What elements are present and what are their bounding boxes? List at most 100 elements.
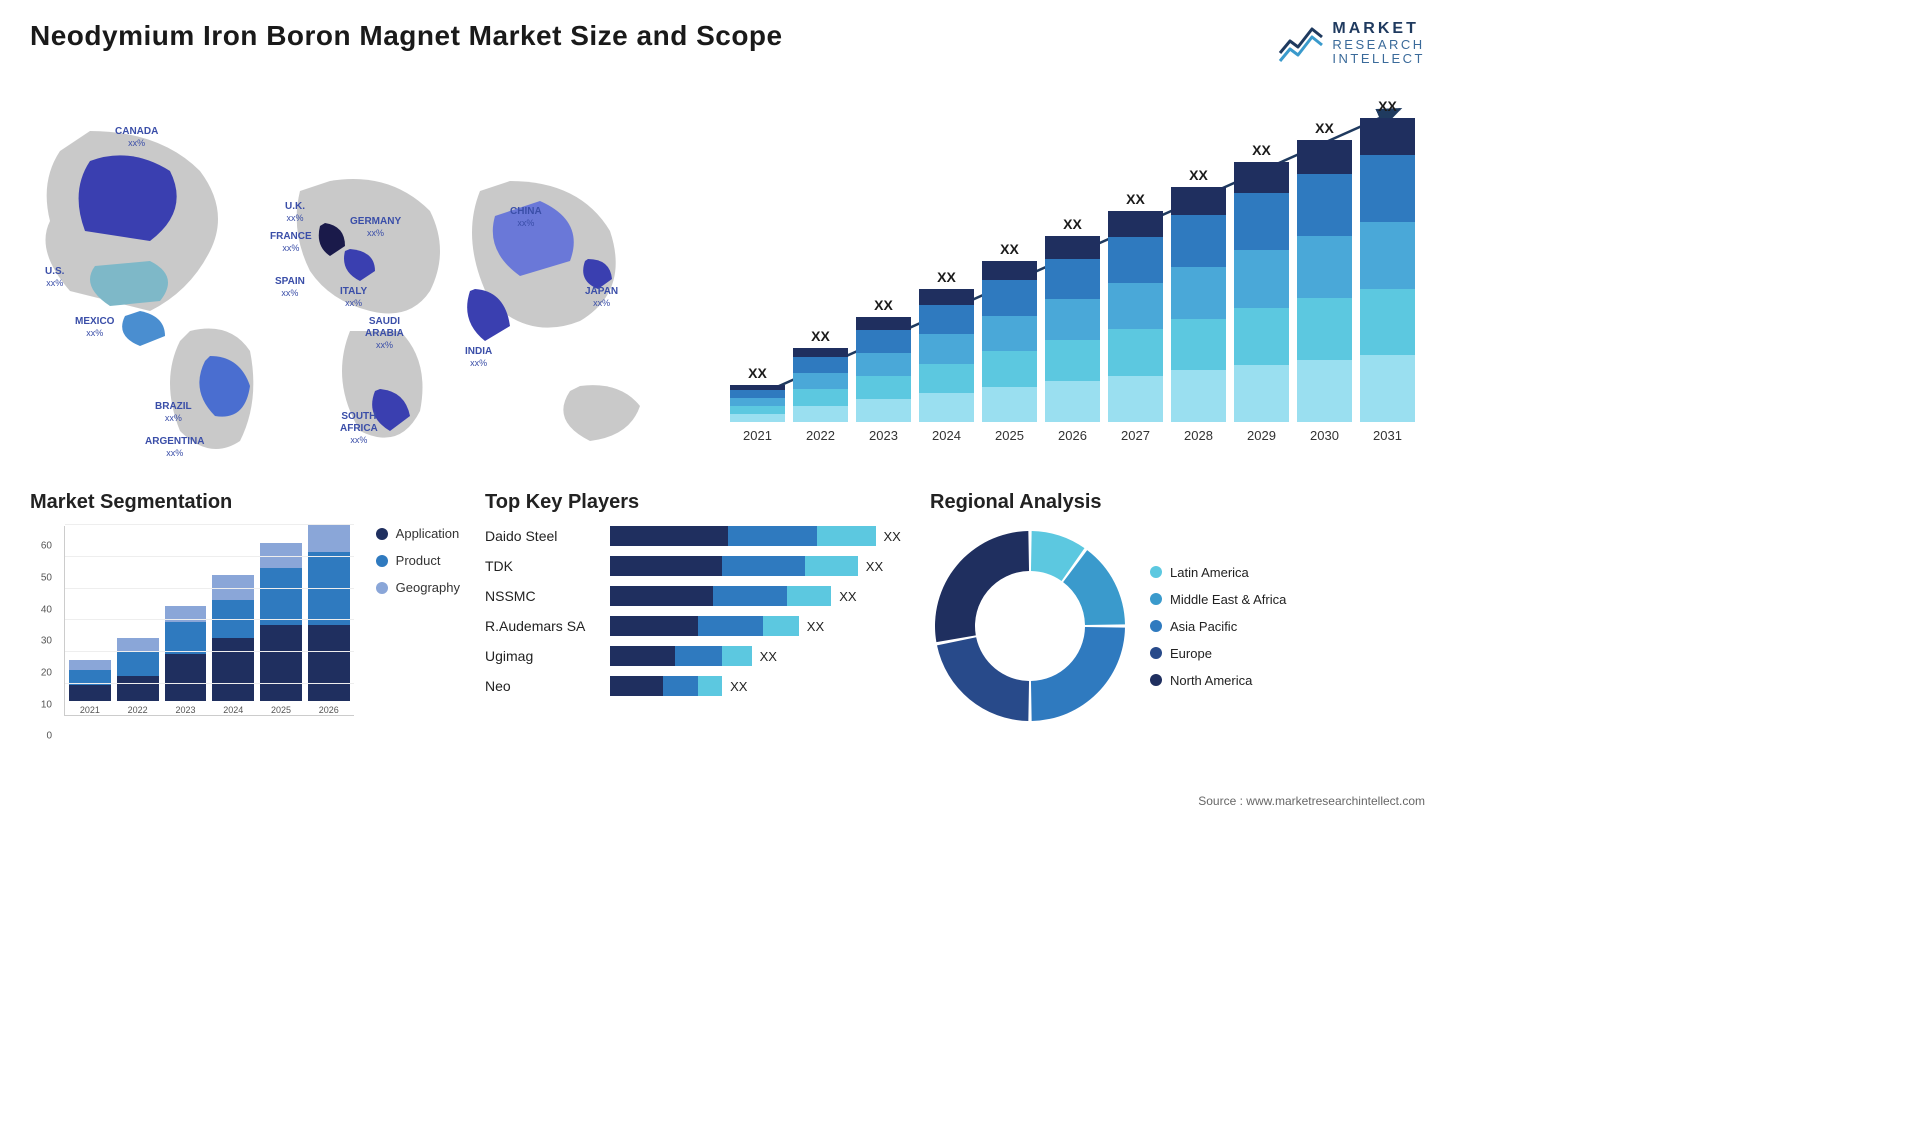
map-country-label: U.S.xx% [45, 266, 64, 290]
legend-label: Asia Pacific [1170, 619, 1237, 634]
forecast-bar-col: XX 2027 [1108, 191, 1163, 443]
player-row: Neo XX [485, 676, 905, 696]
regional-donut-chart [930, 526, 1130, 726]
player-value: XX [760, 649, 777, 664]
player-name: NSSMC [485, 588, 600, 604]
forecast-bar [1171, 187, 1226, 423]
segmentation-bar [308, 524, 350, 701]
legend-dot-icon [1150, 593, 1162, 605]
player-name: Daido Steel [485, 528, 600, 544]
forecast-bar-value: XX [937, 269, 956, 285]
forecast-bar [856, 317, 911, 422]
segmentation-bar-year: 2024 [223, 705, 243, 715]
forecast-bar-year: 2031 [1373, 428, 1402, 443]
legend-item: Application [376, 526, 460, 541]
forecast-bar-value: XX [1000, 241, 1019, 257]
forecast-bar-col: XX2030 [1297, 120, 1352, 443]
segmentation-title: Market Segmentation [30, 491, 460, 514]
player-bar [610, 586, 831, 606]
segmentation-bar-year: 2026 [319, 705, 339, 715]
map-country-label: GERMANYxx% [350, 216, 401, 240]
forecast-bar-year: 2024 [932, 428, 961, 443]
map-country-label: INDIAxx% [465, 346, 492, 370]
legend-dot-icon [376, 528, 388, 540]
forecast-bar-year: 2028 [1184, 428, 1213, 443]
segmentation-bar [117, 638, 159, 701]
forecast-bar-value: XX [1126, 191, 1145, 207]
map-country-label: JAPANxx% [585, 286, 618, 310]
forecast-bar-value: XX [1189, 167, 1208, 183]
map-country-label: SPAINxx% [275, 276, 305, 300]
forecast-bar-year: 2026 [1058, 428, 1087, 443]
forecast-bar-col: XX2022 [793, 328, 848, 443]
regional-legend: Latin America Middle East & Africa Asia Pa… [1150, 565, 1286, 688]
legend-label: Geography [396, 580, 460, 595]
forecast-bar [1234, 162, 1289, 422]
segmentation-bar-year: 2022 [128, 705, 148, 715]
forecast-bar-col: XX 2028 [1171, 167, 1226, 444]
map-country-label: SOUTHAFRICAxx% [340, 411, 378, 447]
legend-item: Product [376, 553, 460, 568]
forecast-bar-year: 2027 [1121, 428, 1150, 443]
segmentation-bar [165, 606, 207, 701]
forecast-bar-col: XX2025 [982, 241, 1037, 443]
legend-label: Europe [1170, 646, 1212, 661]
map-country-label: ITALYxx% [340, 286, 367, 310]
segmentation-bar [69, 660, 111, 701]
forecast-bar-col: XX2026 [1045, 216, 1100, 443]
legend-label: Product [396, 553, 441, 568]
forecast-bar-year: 2023 [869, 428, 898, 443]
player-value: XX [884, 529, 901, 544]
forecast-bar-value: XX [1378, 98, 1397, 114]
player-value: XX [839, 589, 856, 604]
regional-analysis-panel: Regional Analysis Latin AmericaMiddle Ea… [930, 491, 1425, 761]
player-value: XX [866, 559, 883, 574]
player-name: Neo [485, 678, 600, 694]
forecast-bar-value: XX [748, 365, 767, 381]
legend-item: Middle East & Africa [1150, 592, 1286, 607]
legend-item: Geography [376, 580, 460, 595]
page-title: Neodymium Iron Boron Magnet Market Size … [30, 20, 783, 52]
logo-line2: RESEARCH [1332, 38, 1425, 52]
forecast-bar [982, 261, 1037, 422]
logo-line3: INTELLECT [1332, 52, 1425, 66]
player-row: TDK XX [485, 556, 905, 576]
forecast-bar [1360, 118, 1415, 422]
player-name: TDK [485, 558, 600, 574]
donut-slice [1031, 627, 1125, 721]
segmentation-yaxis: 0102030405060 [30, 526, 54, 736]
forecast-bar [1045, 236, 1100, 422]
player-bar [610, 526, 876, 546]
segmentation-bar-col: 2022 [117, 638, 159, 715]
map-country-label: BRAZILxx% [155, 401, 192, 425]
legend-item: North America [1150, 673, 1286, 688]
forecast-bar [793, 348, 848, 422]
legend-item: Europe [1150, 646, 1286, 661]
player-value: XX [730, 679, 747, 694]
brand-logo: MARKET RESEARCH INTELLECT [1278, 20, 1425, 66]
map-country-label: FRANCExx% [270, 231, 312, 255]
legend-label: Middle East & Africa [1170, 592, 1286, 607]
map-country-label: CHINAxx% [510, 206, 542, 230]
segmentation-bar-year: 2025 [271, 705, 291, 715]
forecast-bar-year: 2029 [1247, 428, 1276, 443]
legend-label: North America [1170, 673, 1252, 688]
map-country-label: U.K.xx% [285, 201, 305, 225]
segmentation-bar [260, 543, 302, 701]
forecast-bar-col: XX2023 [856, 297, 911, 443]
source-attribution: Source : www.marketresearchintellect.com [1198, 794, 1425, 808]
legend-label: Latin America [1170, 565, 1249, 580]
forecast-bar-col: XX 2029 [1234, 142, 1289, 443]
forecast-bar-year: 2021 [743, 428, 772, 443]
segmentation-bar-col: 2021 [69, 660, 111, 715]
legend-dot-icon [1150, 647, 1162, 659]
forecast-bar-col: XX 2021 [730, 365, 785, 443]
map-country-label: MEXICOxx% [75, 316, 114, 340]
player-bar [610, 616, 799, 636]
logo-icon [1278, 23, 1324, 63]
key-players-title: Top Key Players [485, 491, 905, 514]
player-row: R.Audemars SAXX [485, 616, 905, 636]
logo-line1: MARKET [1332, 20, 1425, 38]
forecast-bar-value: XX [1252, 142, 1271, 158]
legend-dot-icon [1150, 620, 1162, 632]
